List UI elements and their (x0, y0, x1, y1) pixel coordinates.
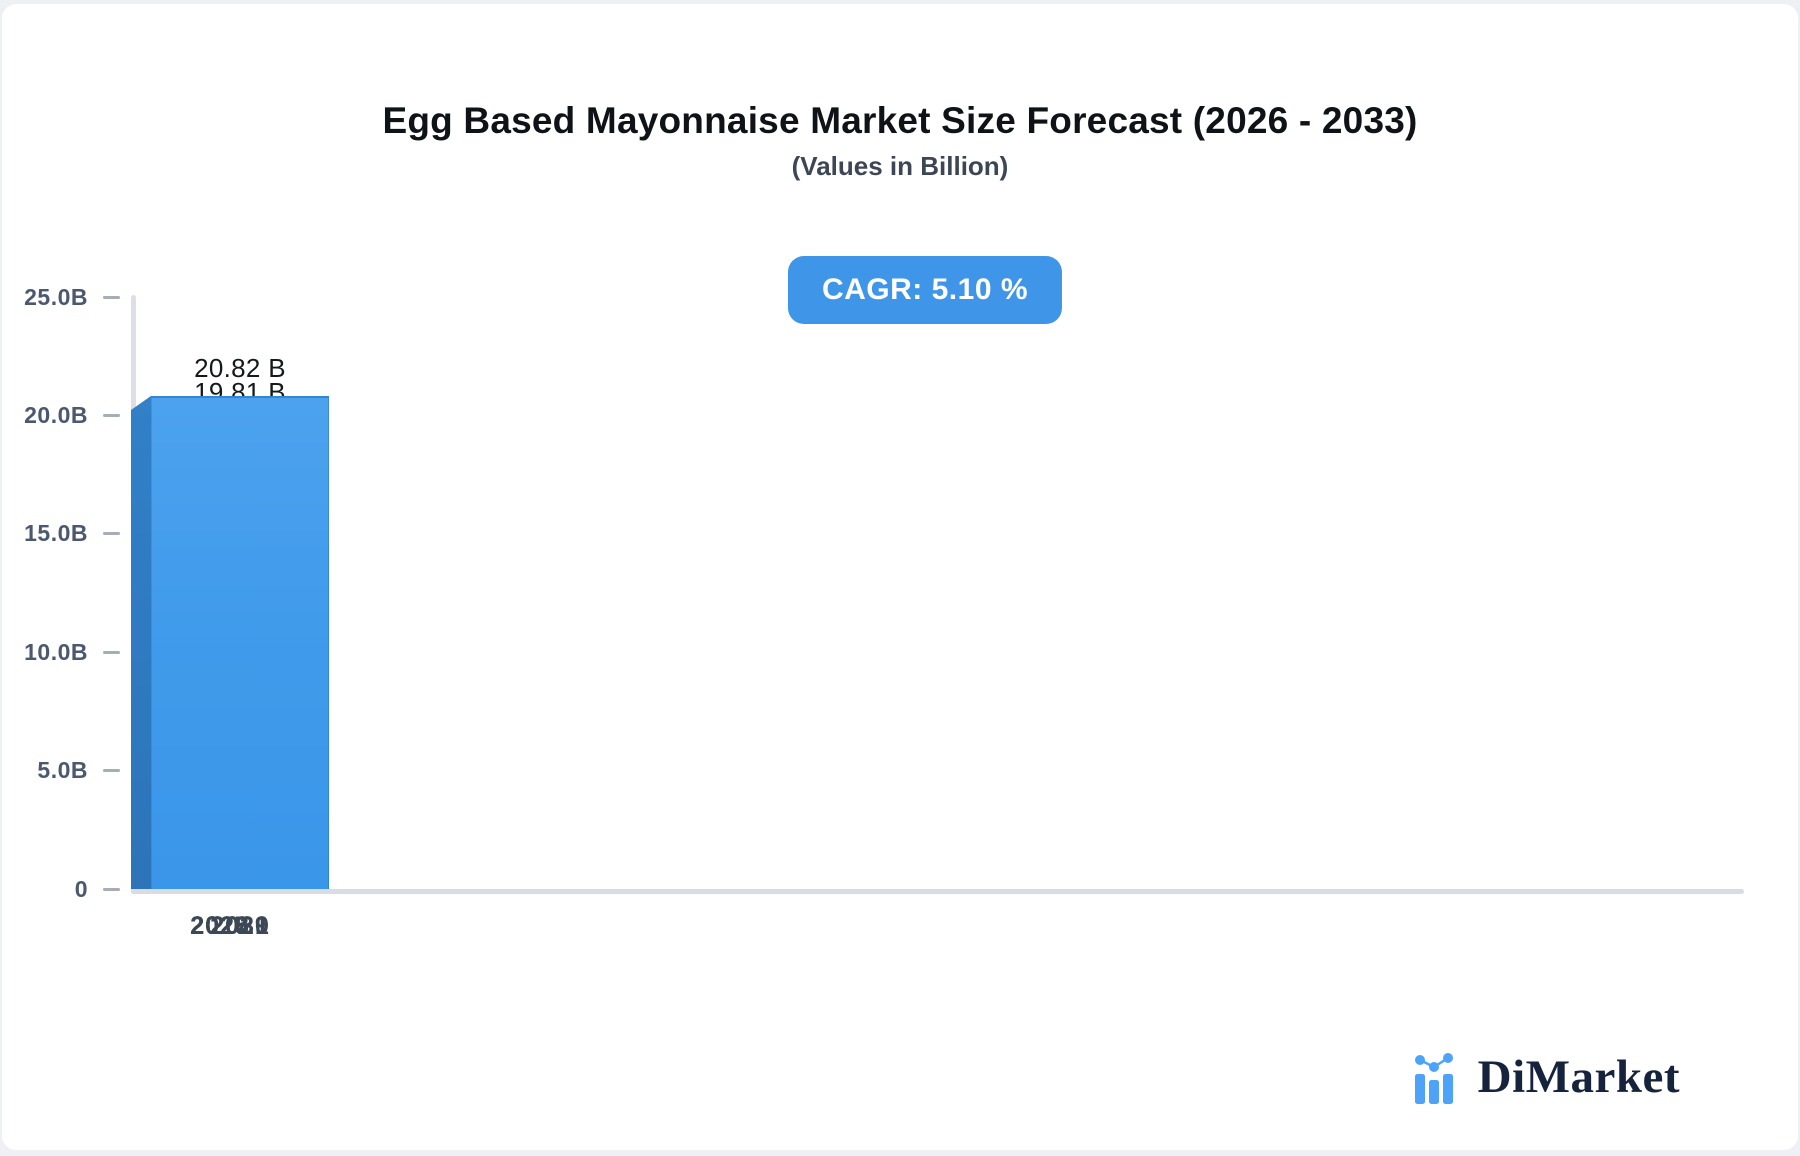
tick-dash-icon (103, 532, 120, 536)
y-tick-15: 15.0B (2, 520, 120, 548)
x-axis-line (131, 889, 1744, 894)
y-tick-label: 20.0B (24, 401, 88, 428)
y-tick-5: 5.0B (2, 757, 120, 785)
y-tick-label: 0 (74, 875, 88, 902)
x-axis-label: 2026 (190, 912, 250, 940)
tick-dash-icon (103, 413, 120, 417)
bar-2031: 20.82 B 2031 (131, 297, 329, 940)
tick-dash-icon (103, 769, 120, 773)
x-axis-label: 2031 (210, 912, 270, 940)
tick-dash-icon (103, 887, 120, 891)
y-tick-label: 25.0B (24, 283, 88, 310)
y-tick-20: 20.0B (2, 401, 120, 429)
y-tick-label: 15.0B (24, 520, 88, 547)
y-tick-25: 25.0B (2, 283, 120, 311)
tick-dash-icon (103, 295, 120, 299)
x-axis-label: 2027 (190, 912, 250, 940)
logo-text: DiMarket (1477, 1051, 1680, 1103)
plot-area: 25.0B 20.0B 15.0B 10.0B 5.0B 0 (24, 284, 1744, 940)
mini-bar-chart-icon (1414, 1053, 1453, 1104)
tick-dash-icon (103, 650, 120, 654)
chart-subtitle: (Values in Billion) (791, 151, 1009, 181)
chart-card: Egg Based Mayonnaise Market Size Forecas… (2, 4, 1798, 1150)
x-axis-label: 2029 (210, 912, 270, 940)
x-axis-label: 2030 (210, 912, 270, 940)
bar-3d-side (131, 395, 151, 889)
bar-face (151, 395, 329, 889)
bar-value-label: 20.82 B (194, 352, 286, 383)
x-axis-label: 2025 (190, 912, 250, 940)
y-tick-10: 10.0B (2, 638, 120, 666)
brand-logo: DiMarket (1412, 1050, 1680, 1104)
x-axis-label: 2028 (190, 912, 250, 940)
chart-title: Egg Based Mayonnaise Market Size Forecas… (382, 100, 1418, 141)
y-tick-label: 10.0B (24, 638, 88, 665)
y-tick-label: 5.0B (37, 757, 88, 784)
cagr-badge: CAGR: 5.10 % (787, 256, 1063, 324)
y-tick-0: 0 (2, 875, 120, 903)
